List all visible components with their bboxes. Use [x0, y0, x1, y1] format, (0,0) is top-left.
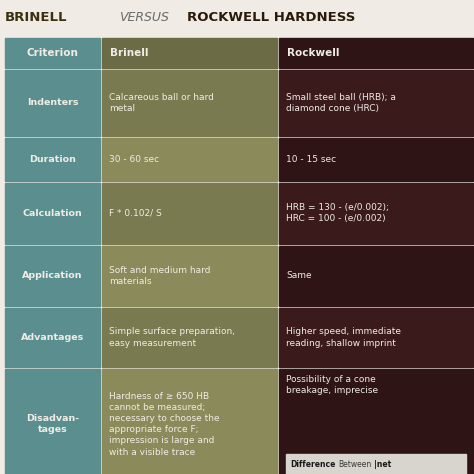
Text: BRINELL: BRINELL	[5, 10, 67, 24]
Bar	[5, 38, 100, 68]
Bar	[5, 70, 100, 136]
Text: Calcareous ball or hard
metal: Calcareous ball or hard metal	[109, 93, 214, 113]
Text: Higher speed, immediate
reading, shallow imprint: Higher speed, immediate reading, shallow…	[286, 328, 401, 347]
Text: Indenters: Indenters	[27, 99, 78, 108]
Text: Hardness of ≥ 650 HB
cannot be measured;
necessary to choose the
appropriate for: Hardness of ≥ 650 HB cannot be measured;…	[109, 392, 219, 456]
Text: Duration: Duration	[29, 155, 76, 164]
Text: F * 0.102/ S: F * 0.102/ S	[109, 209, 162, 218]
Bar	[279, 369, 473, 474]
Text: Difference: Difference	[290, 461, 336, 470]
Text: Soft and medium hard
materials: Soft and medium hard materials	[109, 266, 210, 286]
Text: Same: Same	[286, 272, 311, 281]
Bar	[102, 70, 277, 136]
Bar	[5, 246, 100, 306]
Bar	[279, 246, 473, 306]
Text: 10 - 15 sec: 10 - 15 sec	[286, 155, 336, 164]
Text: ROCKWELL HARDNESS: ROCKWELL HARDNESS	[188, 10, 356, 24]
Bar	[5, 183, 100, 244]
Bar	[279, 183, 473, 244]
Bar	[279, 38, 473, 68]
Bar	[102, 138, 277, 181]
Bar	[102, 369, 277, 474]
Bar	[279, 70, 473, 136]
Text: Brinell: Brinell	[110, 48, 148, 58]
Text: Application: Application	[22, 272, 83, 281]
Text: Small steel ball (HRB); a
diamond cone (HRC): Small steel ball (HRB); a diamond cone (…	[286, 93, 396, 113]
Text: Criterion: Criterion	[27, 48, 78, 58]
Bar	[102, 309, 277, 366]
Text: Disadvan-
tages: Disadvan- tages	[26, 414, 79, 434]
Text: |net: |net	[374, 461, 391, 470]
Bar	[5, 309, 100, 366]
Text: Advantages: Advantages	[21, 333, 84, 342]
Bar	[5, 138, 100, 181]
Bar	[5, 369, 100, 474]
Text: Rockwell: Rockwell	[287, 48, 339, 58]
Text: Simple surface preparation,
easy measurement: Simple surface preparation, easy measure…	[109, 328, 235, 347]
Text: VERSUS: VERSUS	[119, 10, 169, 24]
Text: Possibility of a cone
breakage, imprecise: Possibility of a cone breakage, imprecis…	[286, 374, 378, 395]
Text: Calculation: Calculation	[23, 209, 82, 218]
Bar	[102, 246, 277, 306]
Bar	[102, 38, 277, 68]
Bar	[279, 138, 473, 181]
Text: HRB = 130 - (e/0.002);
HRC = 100 - (e/0.002): HRB = 130 - (e/0.002); HRC = 100 - (e/0.…	[286, 203, 389, 223]
Bar	[102, 183, 277, 244]
Text: 30 - 60 sec: 30 - 60 sec	[109, 155, 159, 164]
Bar	[286, 454, 466, 474]
Text: Between: Between	[338, 461, 371, 470]
Bar	[279, 309, 473, 366]
